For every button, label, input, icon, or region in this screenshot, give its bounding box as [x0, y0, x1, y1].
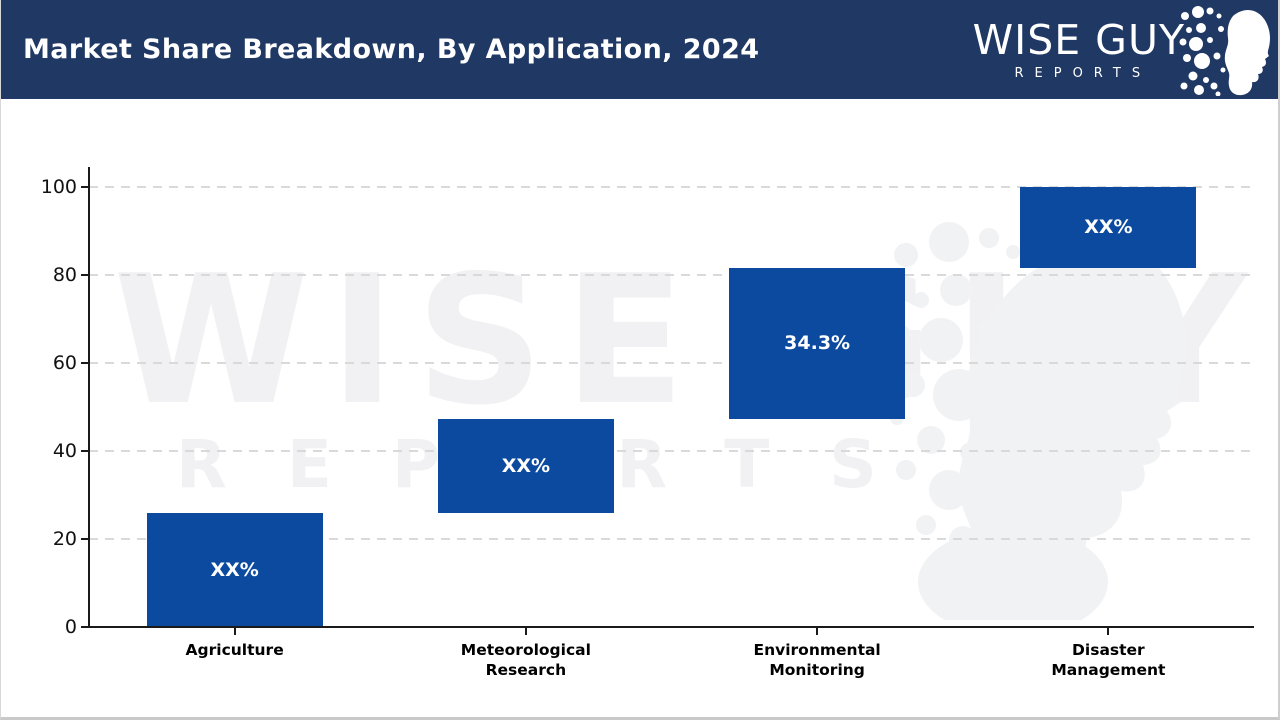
x-axis-label-environmental-monitoring: Environmental Monitoring — [717, 640, 917, 681]
brand-wordmark: WISE GUY REPORTS — [972, 15, 1185, 81]
gridline-20 — [89, 538, 1254, 540]
y-tick-label-60: 60 — [52, 352, 77, 374]
x-axis-label-meteorological-research: Meteorological Research — [426, 640, 626, 681]
y-tick-0 — [81, 626, 89, 628]
x-axis-line — [89, 626, 1254, 628]
bar-value-label-agriculture: XX% — [210, 559, 259, 582]
bar-meteorological-research: XX% — [437, 418, 614, 514]
y-tick-label-0: 0 — [64, 616, 77, 638]
x-tick-disaster-management — [1107, 627, 1110, 635]
bar-disaster-management: XX% — [1020, 187, 1197, 268]
gridline-40 — [89, 450, 1254, 452]
y-tick-100 — [81, 186, 89, 188]
bar-value-label-meteorological-research: XX% — [501, 455, 551, 478]
x-axis-label-line: Monitoring — [769, 661, 865, 680]
y-tick-label-80: 80 — [52, 264, 77, 286]
y-tick-40 — [81, 450, 89, 452]
x-tick-meteorological-research — [524, 627, 527, 635]
x-axis-label-line: Research — [485, 661, 567, 680]
bar-environmental-monitoring: 34.3% — [729, 267, 906, 419]
y-tick-label-100: 100 — [40, 176, 77, 198]
gridline-60 — [89, 362, 1254, 364]
x-axis-label-agriculture: Agriculture — [135, 640, 335, 660]
x-axis-label-line: Meteorological — [460, 641, 591, 659]
y-tick-label-40: 40 — [52, 440, 77, 462]
y-tick-60 — [81, 362, 89, 364]
y-tick-label-20: 20 — [52, 528, 77, 550]
x-axis-label-line: Disaster — [1072, 641, 1145, 659]
y-axis-line — [88, 167, 90, 628]
y-tick-20 — [81, 538, 89, 540]
brand-logo: WISE GUY REPORTS — [973, 4, 1271, 96]
x-tick-environmental-monitoring — [816, 627, 819, 635]
x-axis-label-line: Environmental — [753, 641, 881, 659]
gridline-100 — [89, 186, 1254, 188]
bar-value-label-disaster-management: XX% — [1084, 216, 1133, 239]
x-axis-label-line: Agriculture — [185, 641, 284, 659]
gridline-80 — [89, 274, 1254, 276]
x-tick-agriculture — [233, 627, 236, 635]
bar-agriculture: XX% — [146, 513, 323, 627]
header: Market Share Breakdown, By Application, … — [1, 0, 1278, 99]
bar-value-label-environmental-monitoring: 34.3% — [784, 332, 851, 355]
y-tick-80 — [81, 274, 89, 276]
x-axis-label-disaster-management: Disaster Management — [1008, 640, 1208, 681]
dotted-head-logo-icon — [1179, 6, 1270, 96]
brand-name-text: WISE GUY — [972, 15, 1185, 64]
x-axis-label-line: Management — [1051, 661, 1166, 680]
brand-reports-text: REPORTS — [1014, 65, 1152, 81]
page-title: Market Share Breakdown, By Application, … — [23, 34, 760, 65]
